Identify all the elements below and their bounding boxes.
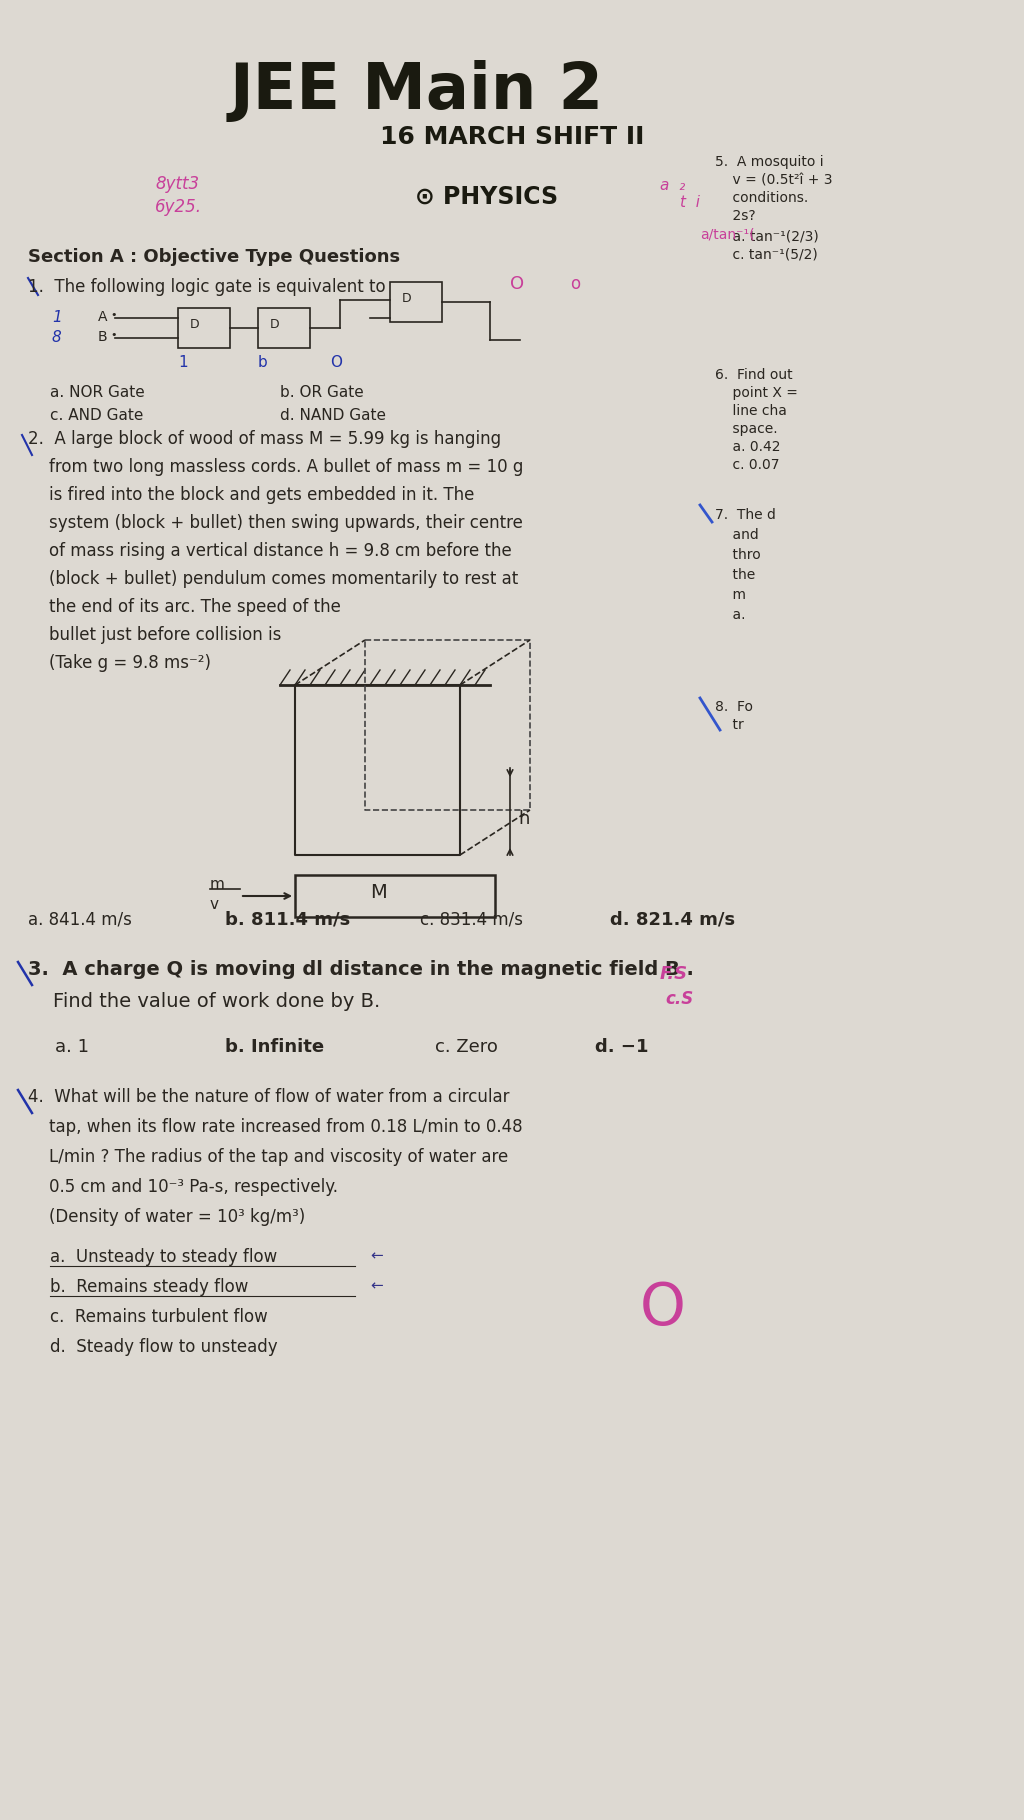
Text: 8ytt3: 8ytt3: [155, 175, 199, 193]
Text: o: o: [570, 275, 581, 293]
Text: system (block + bullet) then swing upwards, their centre: system (block + bullet) then swing upwar…: [28, 513, 523, 531]
Bar: [295, 875, 495, 917]
Text: a. tan⁻¹(2/3): a. tan⁻¹(2/3): [715, 229, 819, 244]
Text: O: O: [330, 355, 342, 369]
Text: a.  Unsteady to steady flow: a. Unsteady to steady flow: [50, 1249, 278, 1267]
Text: v: v: [210, 897, 219, 912]
Text: tr: tr: [715, 719, 743, 732]
Text: 6.  Find out: 6. Find out: [715, 368, 793, 382]
Text: M: M: [370, 883, 387, 903]
Text: L/min ? The radius of the tap and viscosity of water are: L/min ? The radius of the tap and viscos…: [28, 1148, 508, 1167]
Text: 1.  The following logic gate is equivalent to: 1. The following logic gate is equivalen…: [28, 278, 386, 297]
Text: B: B: [98, 329, 108, 344]
Text: bullet just before collision is: bullet just before collision is: [28, 626, 282, 644]
Text: the: the: [715, 568, 756, 582]
Text: b. Infinite: b. Infinite: [225, 1037, 325, 1056]
Text: d. 821.4 m/s: d. 821.4 m/s: [610, 910, 735, 928]
Text: point X =: point X =: [715, 386, 798, 400]
Text: ⊙ PHYSICS: ⊙ PHYSICS: [415, 186, 558, 209]
Text: 5.  A mosquito i: 5. A mosquito i: [715, 155, 823, 169]
Text: ←: ←: [370, 1249, 383, 1263]
Text: of mass rising a vertical distance h = 9.8 cm before the: of mass rising a vertical distance h = 9…: [28, 542, 512, 561]
Text: Find the value of work done by B.: Find the value of work done by B.: [28, 992, 380, 1010]
Text: (Density of water = 10³ kg/m³): (Density of water = 10³ kg/m³): [28, 1208, 305, 1227]
Text: c.S: c.S: [665, 990, 693, 1008]
Text: c. AND Gate: c. AND Gate: [50, 408, 143, 422]
Text: the end of its arc. The speed of the: the end of its arc. The speed of the: [28, 599, 341, 615]
Text: m: m: [210, 877, 225, 892]
Text: c.  Remains turbulent flow: c. Remains turbulent flow: [50, 1309, 267, 1327]
Text: 8: 8: [52, 329, 61, 346]
Text: h: h: [518, 810, 529, 828]
Text: tap, when its flow rate increased from 0.18 L/min to 0.48: tap, when its flow rate increased from 0…: [28, 1117, 522, 1136]
Text: d.  Steady flow to unsteady: d. Steady flow to unsteady: [50, 1338, 278, 1356]
Text: 8.  Fo: 8. Fo: [715, 701, 753, 713]
Text: from two long massless cords. A bullet of mass m = 10 g: from two long massless cords. A bullet o…: [28, 459, 523, 477]
Text: c. 0.07: c. 0.07: [715, 459, 779, 471]
Text: c. tan⁻¹(5/2): c. tan⁻¹(5/2): [715, 248, 818, 262]
Bar: [178, 308, 230, 348]
Text: (block + bullet) pendulum comes momentarily to rest at: (block + bullet) pendulum comes momentar…: [28, 570, 518, 588]
Text: 4.  What will be the nature of flow of water from a circular: 4. What will be the nature of flow of wa…: [28, 1088, 510, 1107]
Text: t  i: t i: [680, 195, 700, 209]
Text: c. 831.4 m/s: c. 831.4 m/s: [420, 910, 523, 928]
Text: a. NOR Gate: a. NOR Gate: [50, 386, 144, 400]
Text: conditions.: conditions.: [715, 191, 808, 206]
Text: O: O: [640, 1279, 686, 1338]
Text: is fired into the block and gets embedded in it. The: is fired into the block and gets embedde…: [28, 486, 474, 504]
Text: b. OR Gate: b. OR Gate: [280, 386, 364, 400]
Text: O: O: [510, 275, 524, 293]
Text: a/tan⁻¹(: a/tan⁻¹(: [700, 228, 755, 242]
Text: c. Zero: c. Zero: [435, 1037, 498, 1056]
Text: 6y25.: 6y25.: [155, 198, 202, 217]
Text: •: •: [110, 329, 117, 340]
Text: a. 0.42: a. 0.42: [715, 440, 780, 453]
Text: v = (0.5t²î + 3: v = (0.5t²î + 3: [715, 173, 833, 187]
Text: (Take g = 9.8 ms⁻²): (Take g = 9.8 ms⁻²): [28, 653, 211, 672]
Text: D: D: [190, 318, 200, 331]
Text: line cha: line cha: [715, 404, 786, 419]
Text: and: and: [715, 528, 759, 542]
Text: a.: a.: [715, 608, 745, 622]
Text: thro: thro: [715, 548, 761, 562]
Bar: [390, 282, 442, 322]
Text: A: A: [98, 309, 108, 324]
Text: Section A : Objective Type Questions: Section A : Objective Type Questions: [28, 248, 400, 266]
Text: 7.  The d: 7. The d: [715, 508, 776, 522]
Text: 2s?: 2s?: [715, 209, 756, 224]
Text: 3.  A charge Q is moving dl distance in the magnetic field B .: 3. A charge Q is moving dl distance in t…: [28, 959, 694, 979]
Text: b: b: [258, 355, 267, 369]
Text: •: •: [110, 309, 117, 320]
Text: JEE Main 2: JEE Main 2: [230, 60, 604, 122]
Text: a. 1: a. 1: [55, 1037, 89, 1056]
Text: a  ₂: a ₂: [660, 178, 685, 193]
Text: D: D: [270, 318, 280, 331]
Text: 16 MARCH SHIFT II: 16 MARCH SHIFT II: [380, 126, 644, 149]
Text: F.S: F.S: [660, 965, 688, 983]
Text: ←: ←: [370, 1278, 383, 1292]
Text: d. −1: d. −1: [595, 1037, 648, 1056]
Text: b. 811.4 m/s: b. 811.4 m/s: [225, 910, 350, 928]
Text: 2.  A large block of wood of mass M = 5.99 kg is hanging: 2. A large block of wood of mass M = 5.9…: [28, 430, 501, 448]
Text: 0.5 cm and 10⁻³ Pa-s, respectively.: 0.5 cm and 10⁻³ Pa-s, respectively.: [28, 1178, 338, 1196]
Text: b.  Remains steady flow: b. Remains steady flow: [50, 1278, 249, 1296]
Text: m: m: [715, 588, 746, 602]
Text: space.: space.: [715, 422, 777, 437]
Bar: [258, 308, 310, 348]
Text: d. NAND Gate: d. NAND Gate: [280, 408, 386, 422]
Text: 1: 1: [52, 309, 61, 326]
Text: a. 841.4 m/s: a. 841.4 m/s: [28, 910, 132, 928]
Text: 1: 1: [178, 355, 187, 369]
Text: D: D: [402, 291, 412, 306]
